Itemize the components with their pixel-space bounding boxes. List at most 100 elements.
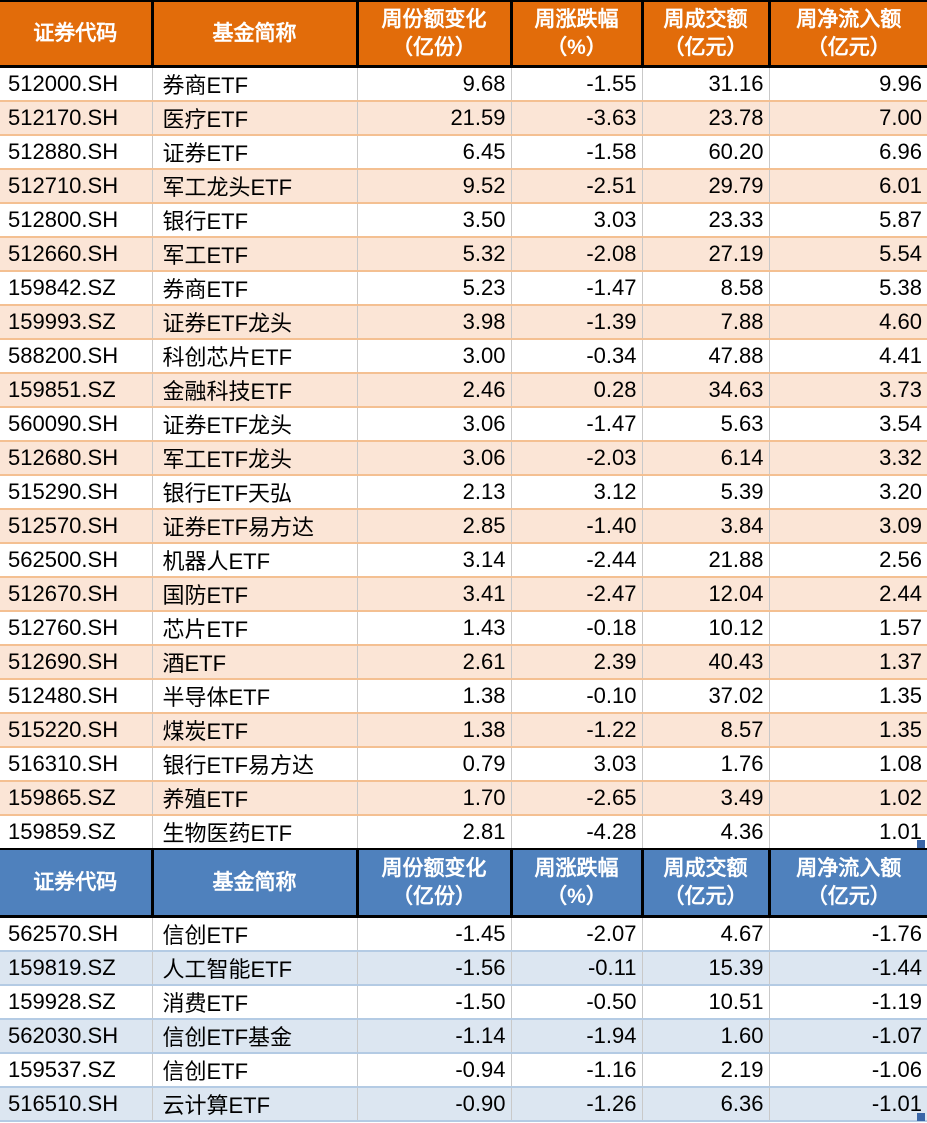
fund-name-cell: 机器人ETF [152,543,358,578]
table-row: 512170.SH 医疗ETF 21.59 -3.63 23.78 7.00 [0,101,927,136]
net-inflow-cell: -1.76 [769,916,927,952]
share-change-cell: -1.45 [357,916,512,952]
turnover-cell: 5.39 [642,475,770,510]
security-code-cell: 159537.SZ [0,1053,153,1088]
fund-name-cell: 信创ETF [152,1053,358,1088]
col-header-unit: （亿元） [806,884,891,908]
turnover-cell: 31.16 [642,66,770,102]
col-header-unit: （%） [546,884,607,908]
pct-change-cell: 3.12 [511,475,643,510]
col-header-label: 基金简称 [212,870,297,894]
fund-name-cell: 芯片ETF [152,611,358,646]
net-inflow-cell: 3.73 [769,373,927,408]
share-change-cell: 3.98 [357,305,512,340]
turnover-cell: 3.49 [642,781,770,816]
table-row: 159819.SZ 人工智能ETF -1.56 -0.11 15.39 -1.44 [0,951,927,986]
security-code-cell: 560090.SH [0,407,153,442]
security-code-cell: 159859.SZ [0,815,153,848]
table-row: 512800.SH 银行ETF 3.50 3.03 23.33 5.87 [0,203,927,238]
share-change-cell: 9.68 [357,66,512,102]
col-header-fund-name: 基金简称 [152,0,359,68]
net-inflow-cell: 3.20 [769,475,927,510]
share-change-cell: 2.61 [357,645,512,680]
table-row: 515290.SH 银行ETF天弘 2.13 3.12 5.39 3.20 [0,475,927,510]
turnover-cell: 60.20 [642,135,770,170]
share-change-cell: -1.56 [357,951,512,986]
turnover-cell: 8.58 [642,271,770,306]
security-code-cell: 159851.SZ [0,373,153,408]
pct-change-cell: -1.26 [511,1087,643,1122]
turnover-cell: 1.76 [642,747,770,782]
security-code-cell: 512760.SH [0,611,153,646]
share-change-cell: 3.06 [357,407,512,442]
security-code-cell: 512710.SH [0,169,153,204]
turnover-cell: 40.43 [642,645,770,680]
share-change-cell: 5.23 [357,271,512,306]
col-header-label: 证券代码 [33,870,118,894]
table-row: 159851.SZ 金融科技ETF 2.46 0.28 34.63 3.73 [0,373,927,408]
net-inflow-cell: -1.19 [769,985,927,1020]
table-row: 562570.SH 信创ETF -1.45 -2.07 4.67 -1.76 [0,916,927,952]
table-row: 560090.SH 证券ETF龙头 3.06 -1.47 5.63 3.54 [0,407,927,442]
fund-name-cell: 半导体ETF [152,679,358,714]
share-change-cell: 3.06 [357,441,512,476]
pct-change-cell: -2.47 [511,577,643,612]
fund-name-cell: 证券ETF [152,135,358,170]
security-code-cell: 512170.SH [0,101,153,136]
security-code-cell: 562570.SH [0,916,153,952]
col-header-unit: （亿元） [663,884,748,908]
fund-name-cell: 酒ETF [152,645,358,680]
net-inflow-cell: 1.08 [769,747,927,782]
security-code-cell: 516310.SH [0,747,153,782]
fund-name-cell: 银行ETF易方达 [152,747,358,782]
security-code-cell: 512880.SH [0,135,153,170]
pct-change-cell: 0.28 [511,373,643,408]
security-code-cell: 159865.SZ [0,781,153,816]
pct-change-cell: -0.10 [511,679,643,714]
security-code-cell: 516510.SH [0,1087,153,1122]
turnover-cell: 10.12 [642,611,770,646]
turnover-cell: 5.63 [642,407,770,442]
col-header-turnover: 周成交额 （亿元） [642,848,771,918]
col-header-unit: （亿元） [806,35,891,59]
turnover-cell: 10.51 [642,985,770,1020]
fund-name-cell: 消费ETF [152,985,358,1020]
net-inflow-cell: 1.01 [769,815,927,848]
turnover-cell: 12.04 [642,577,770,612]
security-code-cell: 159819.SZ [0,951,153,986]
turnover-cell: 29.79 [642,169,770,204]
security-code-cell: 159993.SZ [0,305,153,340]
fund-name-cell: 证券ETF易方达 [152,509,358,544]
security-code-cell: 512660.SH [0,237,153,272]
net-inflow-cell: 1.35 [769,713,927,748]
share-change-cell: 2.81 [357,815,512,848]
pct-change-cell: -0.18 [511,611,643,646]
inflow-table-body: 512000.SH 券商ETF 9.68 -1.55 31.16 9.96 512170.S… [0,66,927,848]
fund-name-cell: 军工ETF龙头 [152,441,358,476]
share-change-cell: -0.94 [357,1053,512,1088]
turnover-cell: 34.63 [642,373,770,408]
net-inflow-cell: 6.01 [769,169,927,204]
pct-change-cell: -2.07 [511,916,643,952]
turnover-cell: 2.19 [642,1053,770,1088]
pct-change-cell: -1.47 [511,407,643,442]
fund-name-cell: 信创ETF基金 [152,1019,358,1054]
fund-name-cell: 银行ETF天弘 [152,475,358,510]
pct-change-cell: -3.63 [511,101,643,136]
pct-change-cell: -0.50 [511,985,643,1020]
pct-change-cell: -1.58 [511,135,643,170]
security-code-cell: 512000.SH [0,66,153,102]
col-header-unit: （亿份） [392,35,476,59]
share-change-cell: -1.50 [357,985,512,1020]
pct-change-cell: -1.40 [511,509,643,544]
col-header-label: 基金简称 [212,21,297,45]
share-change-cell: 6.45 [357,135,512,170]
fund-name-cell: 国防ETF [152,577,358,612]
security-code-cell: 512480.SH [0,679,153,714]
turnover-cell: 15.39 [642,951,770,986]
col-header-unit: （%） [546,35,607,59]
net-inflow-cell: 2.44 [769,577,927,612]
pct-change-cell: -1.22 [511,713,643,748]
fund-name-cell: 生物医药ETF [152,815,358,848]
table-row: 512570.SH 证券ETF易方达 2.85 -1.40 3.84 3.09 [0,509,927,544]
